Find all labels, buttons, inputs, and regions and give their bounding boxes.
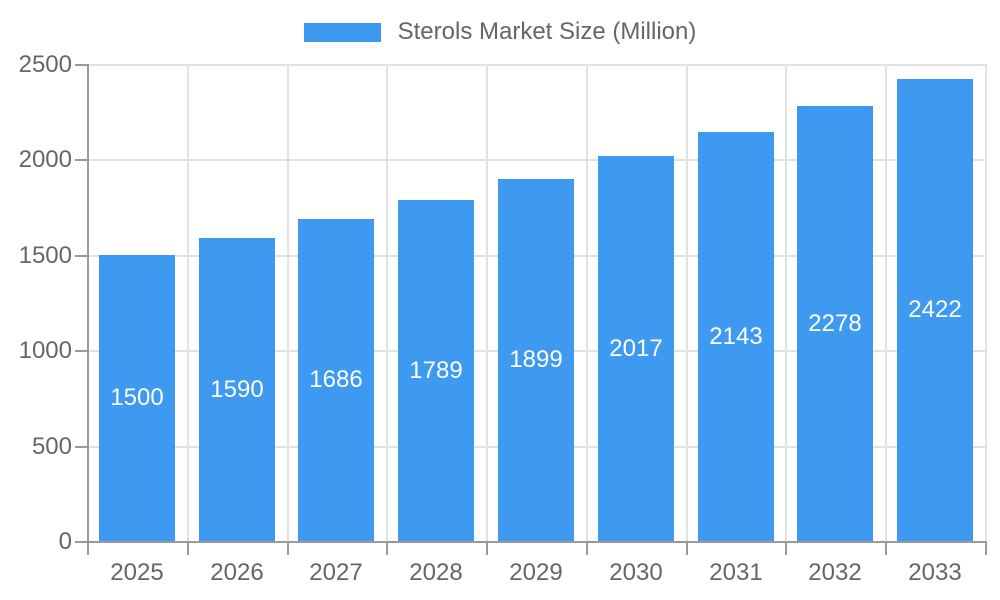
y-gridline [87,159,985,161]
y-axis-tick-label: 1500 [18,242,72,269]
x-axis-tick [586,541,588,555]
y-axis-tick-label: 0 [58,528,72,555]
bar[interactable]: 1590 [199,238,275,541]
x-axis-tick [885,541,887,555]
y-axis-tick-label: 2000 [18,146,72,173]
legend-label: Sterols Market Size (Million) [397,18,697,45]
x-axis-line [75,541,985,543]
bar[interactable]: 1500 [99,255,175,541]
x-axis-tick [486,541,488,555]
bar[interactable]: 2422 [897,79,973,541]
bar[interactable]: 2143 [698,132,774,541]
bar[interactable]: 1686 [298,219,374,541]
y-axis-tick [75,255,87,257]
bar[interactable]: 2017 [598,156,674,541]
bar[interactable]: 1899 [498,179,574,541]
x-gridline [985,64,987,541]
legend-swatch [303,22,381,42]
bar-value-label: 1590 [210,375,264,403]
x-gridline [486,64,488,541]
x-gridline [287,64,289,541]
y-axis-tick [75,159,87,161]
bar[interactable]: 1789 [398,200,474,541]
x-axis-tick-label: 2030 [609,559,663,586]
y-gridline [87,64,985,66]
x-gridline [885,64,887,541]
bar-value-label: 2017 [609,334,663,362]
x-axis-tick-label: 2027 [309,559,363,586]
x-axis-tick [686,541,688,555]
bar-value-label: 2422 [908,296,962,323]
x-axis-tick-label: 2025 [110,559,164,586]
y-axis-tick [75,64,87,66]
bar-value-label: 1789 [409,356,463,384]
bar[interactable]: 2278 [797,106,873,541]
legend[interactable]: Sterols Market Size (Million) [0,18,1000,46]
bar-value-label: 1686 [309,366,363,393]
bar-value-label: 1500 [110,384,164,411]
bar-value-label: 2143 [709,322,763,350]
x-axis-tick [985,541,987,555]
y-axis-line [87,64,89,555]
x-gridline [386,64,388,541]
x-axis-tick-label: 2031 [709,559,763,586]
y-axis-tick [75,350,87,352]
x-gridline [586,64,588,541]
x-axis-tick [386,541,388,555]
y-axis-tick-label: 1000 [18,337,72,364]
x-axis-tick-label: 2029 [509,559,563,586]
bar-value-label: 2278 [808,309,862,337]
x-axis-tick-label: 2028 [409,559,463,586]
x-gridline [785,64,787,541]
x-gridline [686,64,688,541]
bar-value-label: 1899 [509,346,563,373]
x-axis-tick-label: 2026 [210,559,264,586]
y-axis-tick-label: 500 [31,433,72,460]
x-axis-tick [187,541,189,555]
y-axis-tick [75,446,87,448]
x-axis-tick-label: 2033 [908,559,962,586]
x-axis-tick [287,541,289,555]
y-axis-tick-label: 2500 [18,51,72,78]
x-axis-tick [785,541,787,555]
x-axis-tick-label: 2032 [808,559,862,586]
x-gridline [187,64,189,541]
